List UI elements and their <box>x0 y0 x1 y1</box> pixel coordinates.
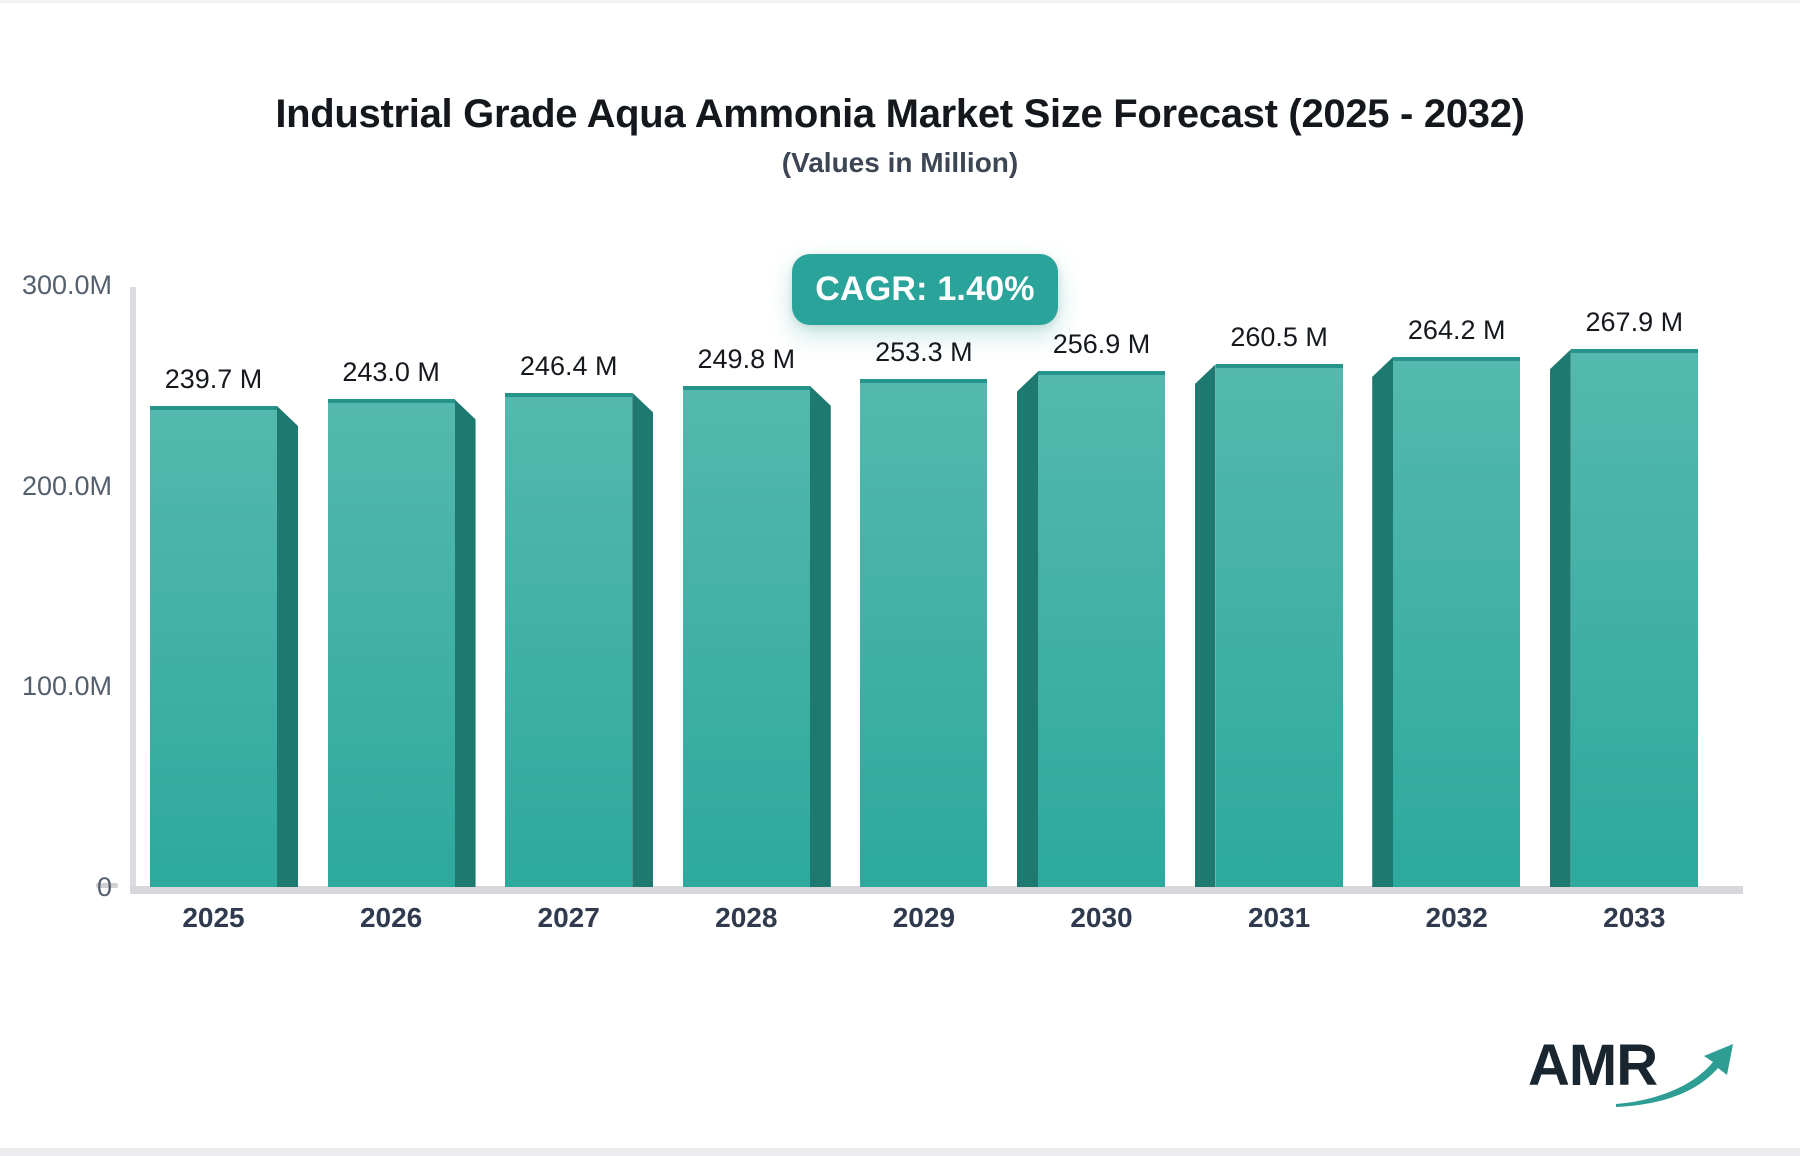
cagr-badge-label: CAGR: 1.40% <box>815 270 1035 308</box>
bar-side-face <box>809 385 831 887</box>
growth-arrow-icon <box>1616 1044 1733 1107</box>
x-axis-label: 2032 <box>1425 902 1488 933</box>
bar-2033[interactable] <box>1570 349 1698 887</box>
bar-value-label: 239.7 M <box>164 364 263 394</box>
chart-title: Industrial Grade Aqua Ammonia Market Siz… <box>275 92 1525 136</box>
y-tick-label: 0 <box>96 872 112 902</box>
x-axis-label: 2033 <box>1603 902 1666 933</box>
amr-logo: AMR <box>1528 1032 1748 1122</box>
top-edge-divider <box>0 0 1800 3</box>
zero-tick-mark <box>96 883 118 888</box>
x-axis-label: 2026 <box>359 902 423 933</box>
bar-value-label: 256.9 M <box>1052 329 1151 360</box>
bar-side-face <box>1017 371 1038 887</box>
bar-2025[interactable] <box>150 406 277 887</box>
bar-value-label: 249.8 M <box>697 343 796 374</box>
bar-side-face <box>1549 349 1571 887</box>
bar-side-face <box>632 392 654 887</box>
bar-2029[interactable] <box>860 378 988 887</box>
bar-side-face <box>1194 364 1216 887</box>
bar-2032[interactable] <box>1393 356 1521 887</box>
x-axis-label: 2027 <box>537 902 600 933</box>
x-axis-label: 2031 <box>1247 902 1311 933</box>
bar-side-face <box>277 406 298 887</box>
bar-2026[interactable] <box>327 399 455 887</box>
bar-2030[interactable] <box>1038 371 1165 887</box>
bar-2028[interactable] <box>682 385 810 887</box>
bar-value-label: 267.9 M <box>1585 307 1684 338</box>
chart-subtitle: (Values in Million) <box>781 147 1019 178</box>
bar-side-face <box>1372 356 1394 887</box>
bar-2027[interactable] <box>505 392 633 887</box>
y-tick-label: 300.0M <box>21 270 112 300</box>
bottom-edge-divider <box>0 1148 1800 1156</box>
bar-2031[interactable] <box>1215 364 1343 887</box>
x-axis-label: 2029 <box>892 902 956 933</box>
x-axis-label: 2028 <box>715 902 778 933</box>
x-axis-label: 2030 <box>1070 902 1133 933</box>
bar-side-face <box>454 399 476 887</box>
bar-value-label: 243.0 M <box>342 357 440 388</box>
bar-value-label: 253.3 M <box>875 336 973 367</box>
bar-value-label: 264.2 M <box>1407 314 1506 345</box>
bar-value-label: 260.5 M <box>1230 322 1328 353</box>
bar-value-label: 246.4 M <box>519 350 618 381</box>
y-axis-line <box>130 287 136 894</box>
cagr-badge: CAGR: 1.40% <box>792 254 1058 325</box>
x-axis-baseline <box>130 886 1743 894</box>
amr-logo-text: AMR <box>1528 1033 1658 1098</box>
x-axis-label: 2025 <box>182 902 245 933</box>
y-tick-label: 200.0M <box>21 470 112 501</box>
y-tick-label: 100.0M <box>21 671 112 702</box>
